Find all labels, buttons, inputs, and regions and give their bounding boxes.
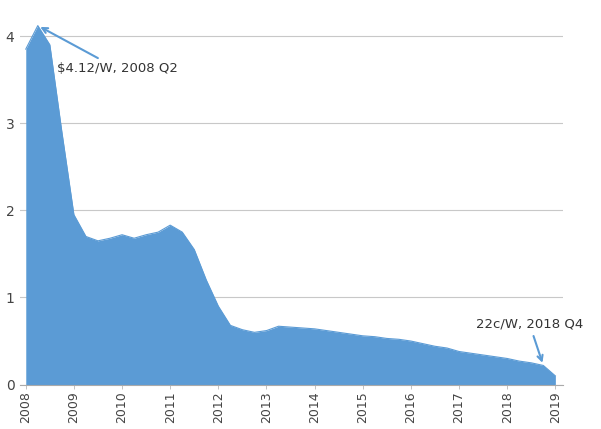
Text: $4.12/W, 2008 Q2: $4.12/W, 2008 Q2 <box>42 28 178 75</box>
Text: 22c/W, 2018 Q4: 22c/W, 2018 Q4 <box>476 317 583 361</box>
